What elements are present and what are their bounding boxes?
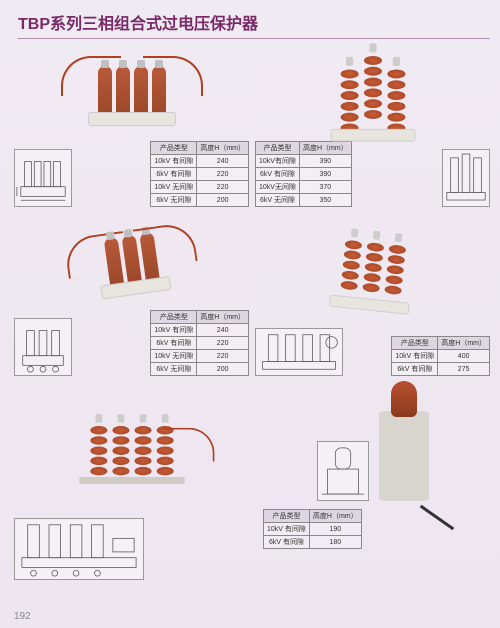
single-unit-photo xyxy=(379,411,429,501)
product-cell-6: 产品类型高度H（mm） 10kV 有间隙190 6kV 有间隙180 xyxy=(255,380,490,580)
schematic-drawing-3 xyxy=(14,318,72,376)
product-cell-3: 产品类型高度H（mm） 10kV 有间隙240 6kV 有间隙220 10kV … xyxy=(14,211,249,376)
schematic-drawing-4 xyxy=(255,328,343,376)
spec-table-5: 产品类型高度H（mm） 10kV 有间隙190 6kV 有间隙180 xyxy=(263,509,362,549)
schematic-drawing-1 xyxy=(14,149,72,207)
spec-table-1: 产品类型高度H（mm） 10kV 有间隙240 6kV 有间隙220 10kV … xyxy=(150,141,249,207)
page-number: 192 xyxy=(14,611,31,622)
spec-table-4: 产品类型高度H（mm） 10kV 有间隙400 6kV 有间隙275 xyxy=(391,336,490,376)
product-photo-1 xyxy=(14,42,249,141)
product-grid: 产品类型高度H（mm） 10kV 有间隙240 6kV 有间隙220 10kV … xyxy=(0,42,500,580)
spec-table-3: 产品类型高度H（mm） 10kV 有间隙240 6kV 有间隙220 10kV … xyxy=(150,310,249,376)
schematic-drawing-5 xyxy=(14,518,144,580)
product-cell-4: 产品类型高度H（mm） 10kV 有间隙400 6kV 有间隙275 xyxy=(255,211,490,376)
product-photo-3 xyxy=(14,211,249,310)
product-photo-6: 产品类型高度H（mm） 10kV 有间隙190 6kV 有间隙180 xyxy=(255,380,490,580)
product-cell-1: 产品类型高度H（mm） 10kV 有间隙240 6kV 有间隙220 10kV … xyxy=(14,42,249,207)
product-photo-4 xyxy=(255,211,490,328)
th: 高度H（mm） xyxy=(197,142,249,155)
schematic-drawing-2 xyxy=(442,149,490,207)
page-title: TBP系列三相组合式过电压保护器 xyxy=(0,0,500,42)
product-cell-2: 产品类型高度H（mm） 10kV有间隙390 6kV 有间隙390 10kV无间… xyxy=(255,42,490,207)
schematic-drawing-6 xyxy=(317,441,369,501)
th: 产品类型 xyxy=(151,142,197,155)
product-cell-5 xyxy=(14,380,249,580)
product-photo-2 xyxy=(255,42,490,141)
product-photo-5 xyxy=(14,380,249,518)
spec-table-2: 产品类型高度H（mm） 10kV有间隙390 6kV 有间隙390 10kV无间… xyxy=(255,141,352,207)
